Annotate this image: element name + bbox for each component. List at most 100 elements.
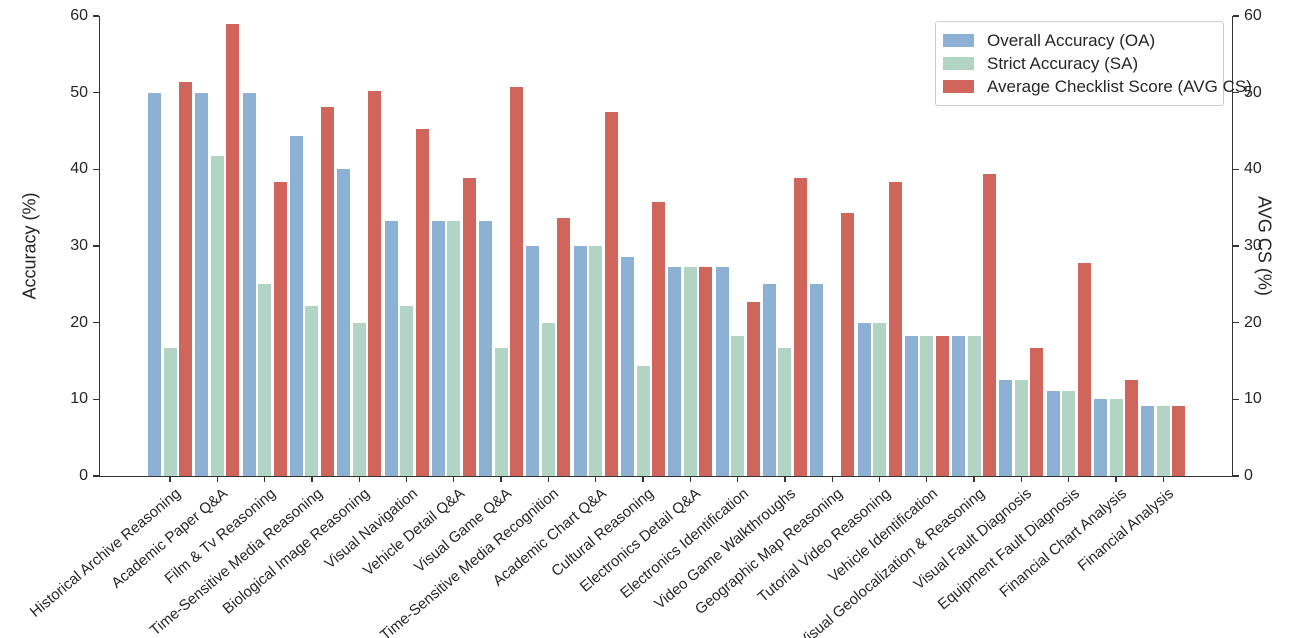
y-tick-right — [1233, 475, 1240, 477]
bar-oa — [148, 92, 161, 476]
y-tick-label-right: 40 — [1244, 160, 1262, 178]
bar-oa — [904, 336, 918, 476]
bar-sa — [447, 220, 461, 476]
bar-sa — [210, 156, 224, 476]
bar-cs — [462, 177, 476, 476]
bar-sa — [683, 266, 697, 476]
bar-cs — [557, 218, 571, 476]
x-tick — [595, 477, 597, 483]
y-tick-left — [92, 91, 99, 94]
x-tick — [311, 477, 313, 483]
y-tick-left — [92, 475, 99, 477]
bar-oa — [479, 220, 493, 476]
x-tick — [926, 477, 928, 483]
bar-cs — [841, 213, 855, 476]
bar-oa — [384, 220, 398, 476]
bar-sa — [305, 305, 319, 476]
x-tick — [500, 477, 502, 483]
legend: Overall Accuracy (OA) Strict Accuracy (SA… — [935, 21, 1252, 106]
bar-sa — [967, 336, 981, 476]
bar-sa — [873, 322, 886, 476]
bar-sa — [636, 366, 650, 476]
bar-sa — [494, 347, 508, 476]
legend-swatch — [943, 80, 974, 93]
y-tick-label-right: 0 — [1244, 467, 1253, 484]
legend-swatch — [943, 34, 974, 47]
y-tick-label-right: 10 — [1244, 390, 1262, 408]
y-tick-left — [92, 168, 99, 171]
bar-cs — [699, 266, 713, 476]
bar-sa — [731, 336, 745, 476]
bar-cs — [746, 301, 760, 476]
x-tick — [689, 477, 691, 483]
bar-cs — [652, 202, 665, 476]
y-tick-right — [1233, 245, 1240, 247]
bar-sa — [352, 322, 366, 476]
x-tick — [878, 477, 881, 483]
bar-sa — [778, 347, 792, 476]
bar-oa — [526, 246, 540, 476]
y-tick-label-right: 30 — [1244, 237, 1262, 254]
bar-sa — [1062, 390, 1076, 476]
bar-oa — [952, 336, 966, 476]
bar-oa — [195, 92, 209, 476]
legend-item: Strict Accuracy (SA) — [943, 52, 1213, 75]
bar-oa — [1094, 399, 1107, 476]
x-tick — [1115, 477, 1117, 483]
x-tick — [1020, 477, 1023, 483]
x-tick — [263, 477, 266, 483]
y-tick-label-left: 50 — [70, 83, 88, 101]
bar-oa — [762, 284, 776, 476]
bar-cs — [226, 23, 240, 476]
y-tick-right — [1233, 15, 1240, 17]
bar-cs — [604, 111, 618, 476]
legend-swatch — [943, 57, 974, 70]
y-tick-left — [92, 245, 99, 247]
bar-sa — [258, 284, 272, 476]
bar-cs — [935, 336, 949, 476]
x-tick — [831, 477, 833, 483]
bar-cs — [273, 182, 287, 476]
legend-item: Overall Accuracy (OA) — [943, 29, 1213, 52]
legend-label: Overall Accuracy (OA) — [987, 30, 1156, 50]
bar-oa — [621, 256, 634, 476]
bar-oa — [999, 380, 1013, 476]
x-tick — [973, 477, 975, 483]
legend-item: Average Checklist Score (AVG CS) — [943, 75, 1252, 98]
bar-oa — [857, 322, 871, 476]
y-tick-label-left: 40 — [70, 160, 88, 178]
bar-sa — [541, 322, 555, 476]
y-axis-label-left: Accuracy (%) — [19, 192, 40, 300]
bar-oa — [810, 284, 824, 476]
y-tick-left — [92, 321, 99, 324]
y-tick-label-left: 10 — [70, 390, 88, 408]
y-tick-label-left: 60 — [70, 7, 88, 24]
bar-cs — [368, 91, 382, 476]
y-tick-left — [92, 15, 99, 17]
bar-cs — [1077, 262, 1091, 476]
x-tick — [1068, 477, 1070, 483]
bar-oa — [715, 266, 729, 476]
x-tick — [405, 477, 408, 483]
bar-sa — [920, 336, 934, 476]
bar-oa — [1141, 406, 1155, 476]
bar-sa — [1014, 380, 1028, 476]
y-tick-label-right: 20 — [1244, 313, 1262, 331]
bar-oa — [289, 135, 303, 476]
legend-label: Average Checklist Score (AVG CS) — [987, 76, 1252, 96]
y-tick-right — [1233, 398, 1240, 401]
legend-label: Strict Accuracy (SA) — [987, 53, 1139, 73]
y-tick-right — [1233, 321, 1240, 324]
bar-cs — [1172, 406, 1186, 476]
bar-oa — [431, 220, 445, 476]
x-tick — [1162, 477, 1164, 483]
bar-sa — [163, 347, 177, 476]
x-tick — [216, 477, 218, 483]
bar-cs — [983, 173, 997, 476]
y-tick-label-right: 50 — [1244, 83, 1262, 101]
y-tick-label-right: 60 — [1244, 7, 1262, 24]
y-tick-right — [1233, 168, 1240, 171]
x-axis-line — [98, 476, 1234, 478]
bar-oa — [668, 266, 682, 476]
